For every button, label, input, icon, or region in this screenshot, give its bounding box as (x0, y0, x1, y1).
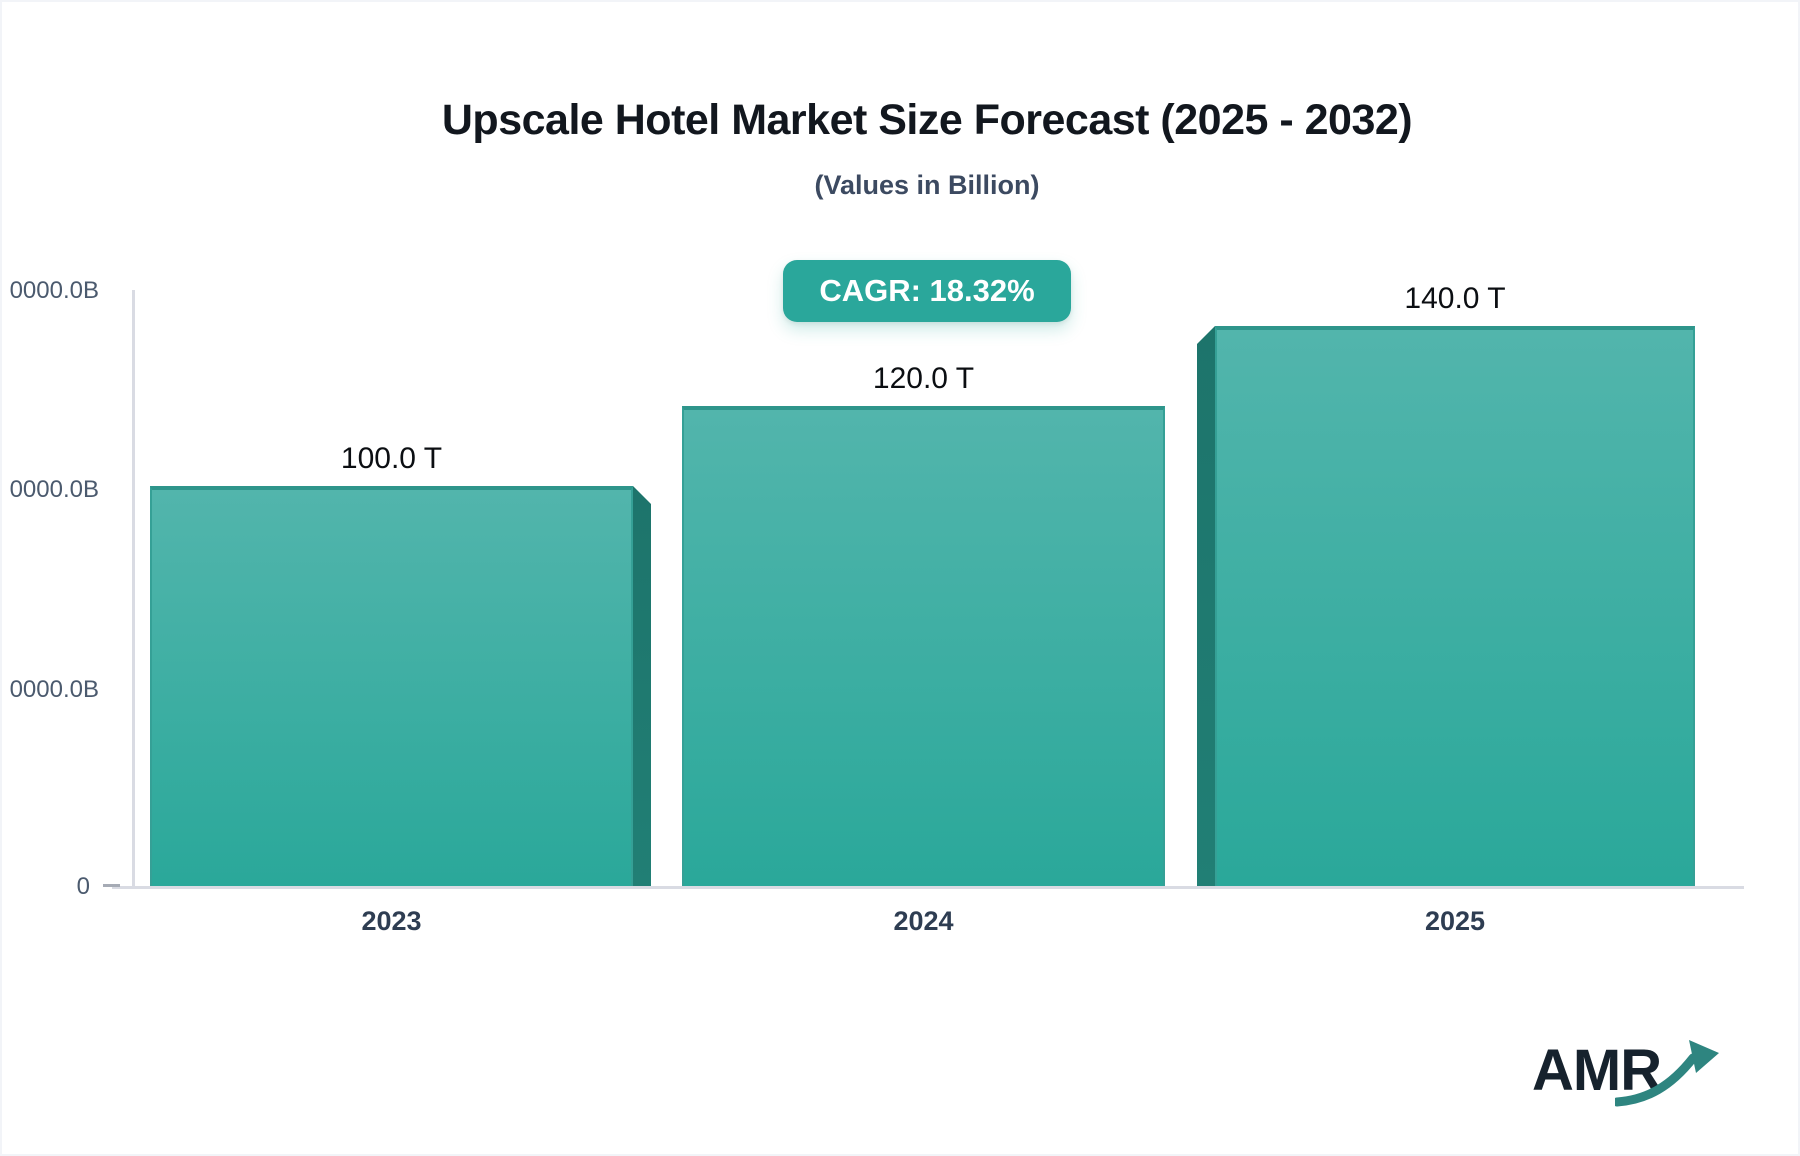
y-axis-line (132, 290, 135, 888)
bar-value-label-2023: 100.0 T (340, 442, 443, 475)
y-axis-tick-label: 0000.0B (9, 277, 99, 304)
y-axis-tick-label: 0000.0B (9, 676, 99, 703)
bar-3d-side-2025 (1197, 326, 1215, 886)
bar-3d-side-2023 (633, 486, 651, 886)
bar-value-label-2024: 120.0 T (872, 362, 975, 395)
x-axis-category-2024: 2024 (893, 906, 954, 936)
brand-logo-text: AMR (1532, 1038, 1662, 1103)
bar-2023 (150, 486, 633, 886)
cagr-badge: CAGR: 18.32% (783, 260, 1071, 322)
bar-2024 (682, 406, 1165, 886)
y-axis-tick-mark (103, 884, 120, 887)
x-axis-category-2023: 2023 (361, 906, 422, 936)
x-axis-category-2025: 2025 (1424, 906, 1486, 936)
chart-title: Upscale Hotel Market Size Forecast (2025… (441, 96, 1413, 144)
bar-value-label-2025: 140.0 T (1404, 282, 1506, 315)
y-axis-tick-label: 0000.0B (9, 476, 99, 503)
chart-subtitle: (Values in Billion) (814, 170, 1040, 200)
brand-logo: AMR (1527, 1032, 1719, 1117)
bar-2025 (1215, 326, 1695, 886)
growth-arrow-icon (1615, 1040, 1719, 1107)
y-axis-zero-label: 0 (76, 873, 90, 900)
x-axis-line (112, 886, 1744, 889)
